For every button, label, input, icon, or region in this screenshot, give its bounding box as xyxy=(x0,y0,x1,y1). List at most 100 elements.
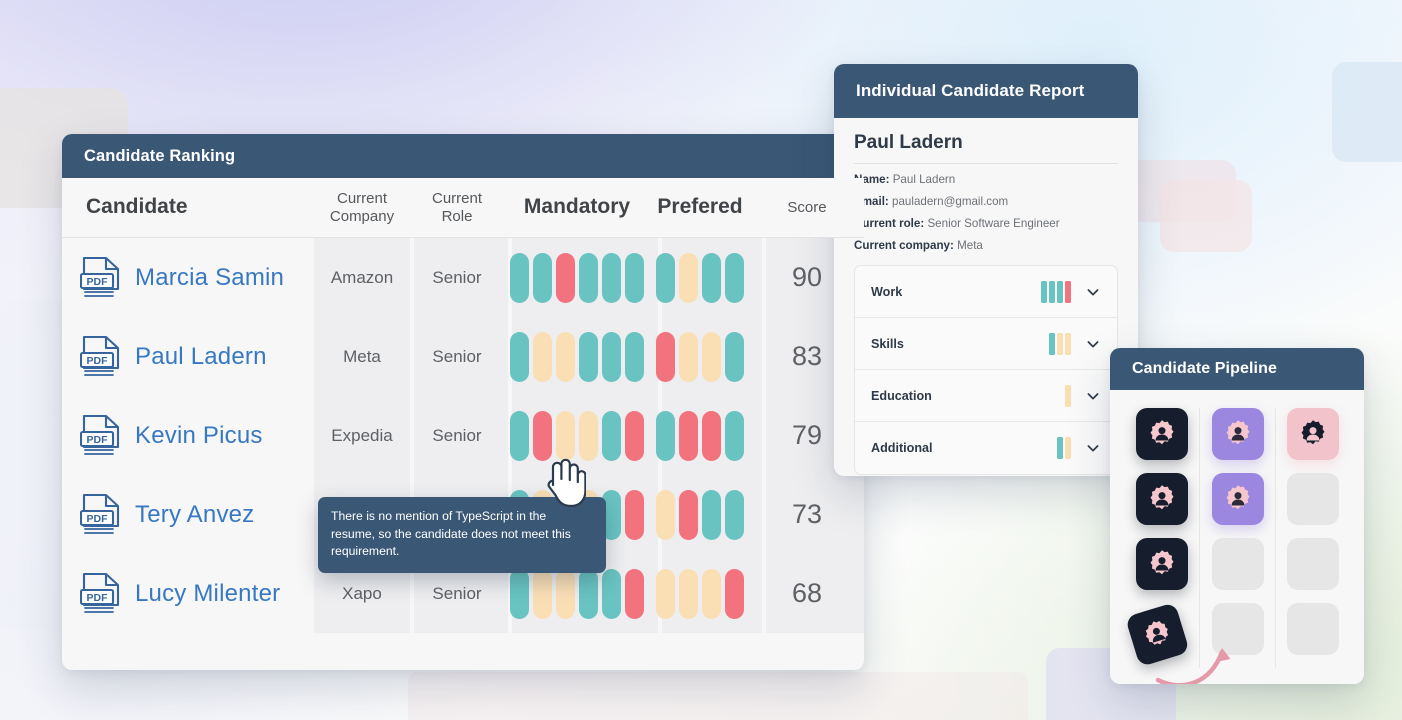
pdf-icon[interactable]: PDF xyxy=(80,256,123,300)
prefered-requirement-pill[interactable] xyxy=(656,489,675,540)
person-badge-icon xyxy=(1150,550,1174,575)
report-candidate-name: Paul Ladern xyxy=(854,132,1118,164)
prefered-requirement-pill[interactable] xyxy=(679,489,698,540)
pdf-icon[interactable]: PDF xyxy=(80,493,123,537)
mandatory-requirement-pill[interactable] xyxy=(625,489,644,540)
pipeline-empty-slot[interactable] xyxy=(1211,603,1264,655)
mandatory-requirement-pill[interactable] xyxy=(579,252,598,303)
mandatory-requirement-pill[interactable] xyxy=(533,252,552,303)
mandatory-requirement-pill[interactable] xyxy=(533,568,552,619)
mandatory-requirement-pill[interactable] xyxy=(533,331,552,382)
prefered-requirement-pill[interactable] xyxy=(656,331,675,382)
report-accordion-row[interactable]: Additional xyxy=(855,422,1117,474)
col-header-candidate[interactable]: Candidate xyxy=(86,195,188,219)
pipeline-candidate-tile[interactable] xyxy=(1211,473,1264,525)
pdf-icon[interactable]: PDF xyxy=(80,335,123,379)
prefered-requirement-pill[interactable] xyxy=(656,568,675,619)
mandatory-requirement-pill[interactable] xyxy=(625,568,644,619)
mandatory-requirement-pill[interactable] xyxy=(556,410,575,461)
mandatory-requirement-pill[interactable] xyxy=(625,331,644,382)
report-accordion-row[interactable]: Skills xyxy=(855,318,1117,370)
chevron-down-icon[interactable] xyxy=(1085,388,1101,404)
pipeline-candidate-tile[interactable] xyxy=(1286,408,1339,460)
score-value: 79 xyxy=(791,420,823,450)
prefered-requirement-pill[interactable] xyxy=(702,252,721,303)
prefered-requirement-pill[interactable] xyxy=(679,568,698,619)
curved-arrow-icon xyxy=(1155,648,1231,684)
pipeline-candidate-tile[interactable] xyxy=(1135,538,1188,590)
prefered-requirement-pill[interactable] xyxy=(725,489,744,540)
table-row[interactable]: PDF Marcia Samin Amazon Senior 90 xyxy=(62,238,864,317)
candidate-cell[interactable]: PDF Kevin Picus xyxy=(62,396,314,475)
mandatory-requirement-pill[interactable] xyxy=(510,331,529,382)
chevron-down-icon[interactable] xyxy=(1085,440,1101,456)
mandatory-requirement-pill[interactable] xyxy=(510,410,529,461)
prefered-requirement-pill[interactable] xyxy=(679,252,698,303)
prefered-requirement-pill[interactable] xyxy=(702,410,721,461)
current-company-cell: Amazon xyxy=(314,238,410,317)
mandatory-requirement-pill[interactable] xyxy=(602,489,621,540)
candidate-name[interactable]: Kevin Picus xyxy=(135,421,263,449)
table-row[interactable]: PDF Kevin Picus Expedia Senior 79 xyxy=(62,396,864,475)
mandatory-requirement-pill[interactable] xyxy=(579,410,598,461)
mandatory-requirement-pill[interactable] xyxy=(556,252,575,303)
mandatory-requirement-pill[interactable] xyxy=(556,331,575,382)
candidate-name[interactable]: Paul Ladern xyxy=(135,342,267,370)
prefered-requirement-pill[interactable] xyxy=(702,568,721,619)
col-header-current-role[interactable]: Current Role xyxy=(410,190,504,225)
prefered-requirement-pill[interactable] xyxy=(702,489,721,540)
candidate-name[interactable]: Marcia Samin xyxy=(135,263,285,291)
candidate-cell[interactable]: PDF Paul Ladern xyxy=(62,317,314,396)
prefered-requirement-pill[interactable] xyxy=(725,252,744,303)
prefered-requirement-pill[interactable] xyxy=(725,568,744,619)
pdf-icon[interactable]: PDF xyxy=(80,414,123,458)
mandatory-requirement-pill[interactable] xyxy=(556,568,575,619)
candidate-cell[interactable]: PDF Tery Anvez xyxy=(62,475,314,554)
prefered-requirement-pill[interactable] xyxy=(679,331,698,382)
chevron-down-icon[interactable] xyxy=(1085,336,1101,352)
mandatory-requirement-pill[interactable] xyxy=(510,252,529,303)
prefered-requirement-pill[interactable] xyxy=(725,410,744,461)
candidate-cell[interactable]: PDF Marcia Samin xyxy=(62,238,314,317)
pipeline-candidate-tile[interactable] xyxy=(1135,408,1188,460)
mandatory-requirement-pill[interactable] xyxy=(510,568,529,619)
table-row[interactable]: PDF Lucy Milenter Xapo Senior 68 xyxy=(62,554,864,633)
prefered-requirement-pill[interactable] xyxy=(679,410,698,461)
mandatory-requirement-pill[interactable] xyxy=(625,252,644,303)
table-row[interactable]: PDF Paul Ladern Meta Senior 83 xyxy=(62,317,864,396)
candidate-name[interactable]: Tery Anvez xyxy=(135,500,255,528)
pdf-icon[interactable]: PDF xyxy=(80,572,123,616)
candidate-name[interactable]: Lucy Milenter xyxy=(135,579,281,607)
mandatory-requirement-pill[interactable] xyxy=(579,331,598,382)
pipeline-empty-slot[interactable] xyxy=(1286,538,1339,590)
mandatory-requirement-pill[interactable] xyxy=(533,410,552,461)
candidate-cell[interactable]: PDF Lucy Milenter xyxy=(62,554,314,633)
prefered-requirement-pill[interactable] xyxy=(656,252,675,303)
prefered-requirement-pill[interactable] xyxy=(702,331,721,382)
mandatory-requirement-pill[interactable] xyxy=(602,331,621,382)
prefered-requirement-pill[interactable] xyxy=(725,331,744,382)
mandatory-requirement-pill[interactable] xyxy=(625,410,644,461)
person-badge-icon xyxy=(1301,420,1325,445)
col-header-score[interactable]: Score xyxy=(787,198,827,216)
mandatory-requirement-pill[interactable] xyxy=(602,252,621,303)
pipeline-empty-slot[interactable] xyxy=(1286,603,1339,655)
report-accordion-row[interactable]: Work xyxy=(855,266,1117,318)
pipeline-empty-slot[interactable] xyxy=(1286,473,1339,525)
report-accordion-row[interactable]: Education xyxy=(855,370,1117,422)
col-header-current-company[interactable]: Current Company xyxy=(314,190,410,225)
pipeline-candidate-tile[interactable] xyxy=(1124,602,1190,668)
current-company-value: Meta xyxy=(343,346,381,366)
pipeline-candidate-tile[interactable] xyxy=(1211,408,1264,460)
pipeline-empty-slot[interactable] xyxy=(1211,538,1264,590)
mandatory-requirement-pill[interactable] xyxy=(602,410,621,461)
col-header-prefered[interactable]: Prefered xyxy=(657,195,743,219)
score-cell: 68 xyxy=(750,554,864,633)
chevron-down-icon[interactable] xyxy=(1085,284,1101,300)
mandatory-requirement-pill[interactable] xyxy=(579,568,598,619)
col-header-mandatory[interactable]: Mandatory xyxy=(523,195,631,219)
tooltip-text: There is no mention of TypeScript in the… xyxy=(331,509,571,559)
prefered-requirement-pill[interactable] xyxy=(656,410,675,461)
mandatory-requirement-pill[interactable] xyxy=(602,568,621,619)
pipeline-candidate-tile[interactable] xyxy=(1135,473,1188,525)
